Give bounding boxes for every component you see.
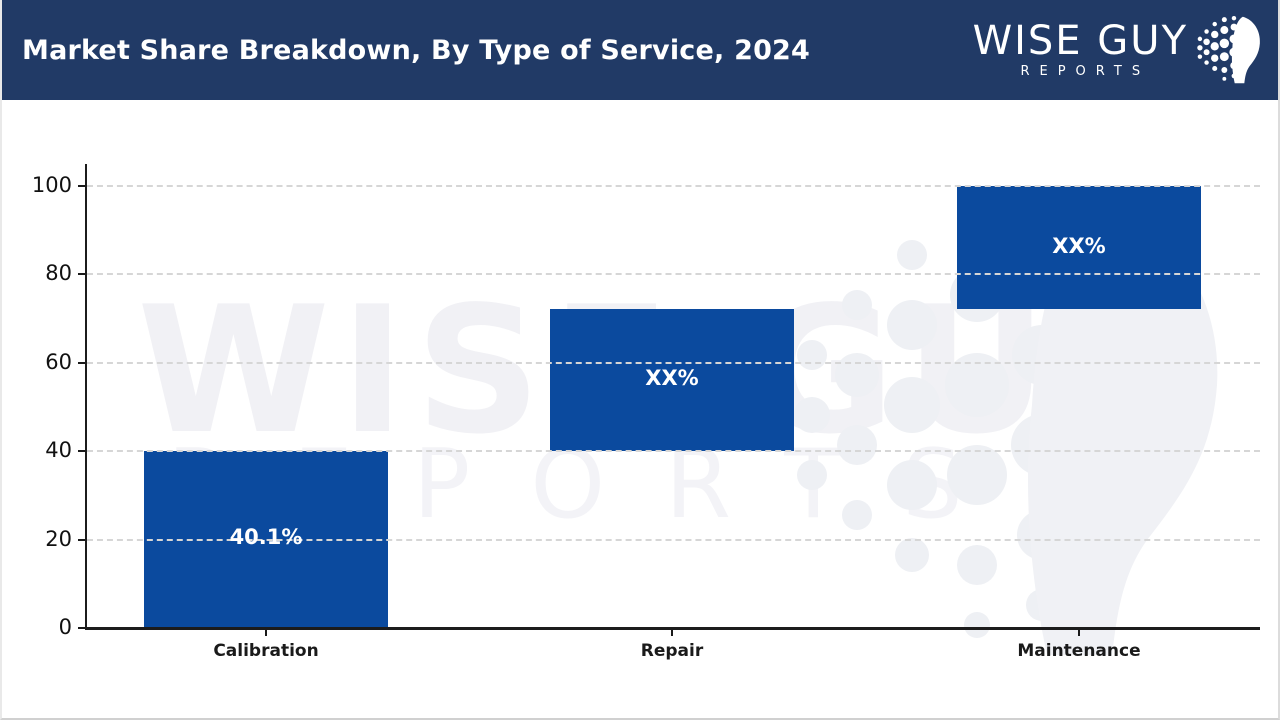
x-category-label: Repair — [640, 641, 704, 661]
gridline — [87, 538, 1260, 541]
wiseguy-logo: WISE GUY REPORTS — [973, 6, 1278, 94]
y-tick-label: 100 — [31, 173, 72, 197]
x-category-label: Maintenance — [1017, 641, 1141, 661]
y-tick-mark — [78, 627, 87, 629]
y-tick-mark — [78, 273, 87, 276]
y-tick-mark — [78, 185, 87, 187]
logo-reports-label: REPORTS — [1020, 64, 1151, 79]
gridline — [87, 185, 1260, 187]
y-axis-line — [85, 164, 87, 630]
x-category-label: Calibration — [213, 641, 319, 661]
header-band: Market Share Breakdown, By Type of Servi… — [2, 0, 1278, 100]
bar-repair — [550, 309, 794, 451]
x-tick-mark — [265, 628, 267, 636]
bar-value-label: 40.1% — [229, 525, 303, 550]
gridline — [87, 273, 1260, 276]
y-tick-label: 20 — [45, 526, 72, 551]
page-title: Market Share Breakdown, By Type of Servi… — [22, 34, 811, 66]
gridline — [87, 361, 1260, 364]
logo-wiseguy-label: WISE GUY — [972, 18, 1188, 64]
y-tick-label: 40 — [45, 438, 72, 463]
bar-value-label: XX% — [645, 366, 699, 391]
y-tick-mark — [78, 450, 87, 453]
bar-value-label: XX% — [1052, 233, 1106, 258]
gridline — [87, 450, 1260, 453]
y-tick-label: 80 — [45, 261, 72, 286]
wiseguy-logo-text: WISE GUY REPORTS — [973, 21, 1188, 79]
x-tick-mark — [671, 628, 673, 636]
y-tick-mark — [78, 361, 87, 364]
chart-area: 40.1% XX% XX% 0 20 40 60 80 100 Calibration Repair… — [2, 100, 1278, 718]
y-tick-label: 60 — [45, 349, 72, 374]
y-tick-mark — [78, 538, 87, 541]
x-axis-line — [85, 627, 1260, 630]
y-tick-label: 0 — [58, 615, 72, 639]
wiseguy-face-icon — [1197, 15, 1260, 84]
